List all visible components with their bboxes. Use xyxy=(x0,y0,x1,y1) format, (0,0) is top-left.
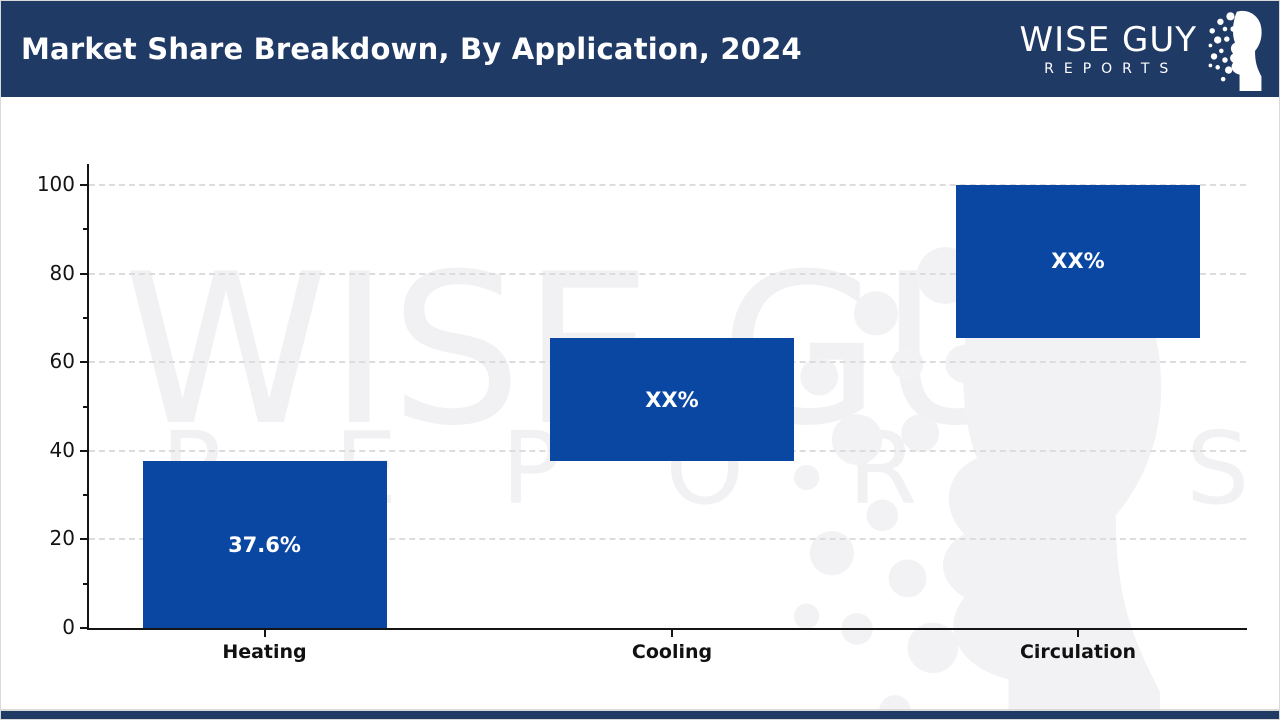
bar-value-label: XX% xyxy=(1051,249,1105,274)
logo-text: WISE GUY REPORTS xyxy=(1019,20,1197,77)
logo-head-icon xyxy=(1203,9,1267,91)
chart-title: Market Share Breakdown, By Application, … xyxy=(21,32,802,66)
x-tick xyxy=(263,630,266,637)
bar-segment: XX% xyxy=(956,185,1200,338)
y-gridline xyxy=(89,538,1246,541)
y-minor-tick xyxy=(83,494,87,497)
y-tick-label: 100 xyxy=(36,172,75,196)
x-tick-label: Heating xyxy=(222,641,307,663)
y-gridline xyxy=(89,272,1246,275)
y-tick xyxy=(80,449,87,452)
bar-segment: 37.6% xyxy=(142,461,387,628)
y-axis-line xyxy=(87,164,89,630)
chart-area: WISE GUY R E P O R T S 0 20 40 60 80 100 37.6%… xyxy=(1,97,1279,713)
x-tick xyxy=(671,630,673,637)
logo-wordmark: WISE GUY xyxy=(1019,20,1197,61)
y-tick xyxy=(80,361,87,364)
y-tick-label: 40 xyxy=(49,437,75,462)
plot-area: 0 20 40 60 80 100 37.6% Heating XX% Cooling XX% Cir… xyxy=(1,97,1279,713)
x-tick-label: Cooling xyxy=(631,641,713,663)
bar-segment: XX% xyxy=(550,337,794,462)
x-axis-line xyxy=(87,628,1247,630)
footer-band xyxy=(1,711,1279,719)
y-tick-label: 20 xyxy=(49,526,75,551)
y-minor-tick xyxy=(83,582,87,585)
bar-value-label: XX% xyxy=(645,387,699,412)
y-tick xyxy=(80,538,87,541)
y-minor-tick xyxy=(83,228,87,231)
header-band: Market Share Breakdown, By Application, … xyxy=(1,1,1279,97)
y-tick xyxy=(80,184,87,186)
x-tick xyxy=(1077,630,1079,637)
y-tick-label: 0 xyxy=(62,615,75,639)
wise-guy-logo: WISE GUY REPORTS xyxy=(1019,7,1267,93)
y-tick xyxy=(80,272,87,275)
y-tick-label: 80 xyxy=(49,260,75,285)
y-minor-tick xyxy=(83,316,87,319)
y-tick xyxy=(80,627,87,629)
y-tick-label: 60 xyxy=(49,349,75,374)
logo-subtext: REPORTS xyxy=(1044,60,1179,77)
y-minor-tick xyxy=(83,405,87,408)
y-gridline xyxy=(89,184,1246,186)
bar-value-label: 37.6% xyxy=(228,532,301,557)
footer-divider xyxy=(1,709,1279,711)
x-tick-label: Circulation xyxy=(1019,641,1137,663)
